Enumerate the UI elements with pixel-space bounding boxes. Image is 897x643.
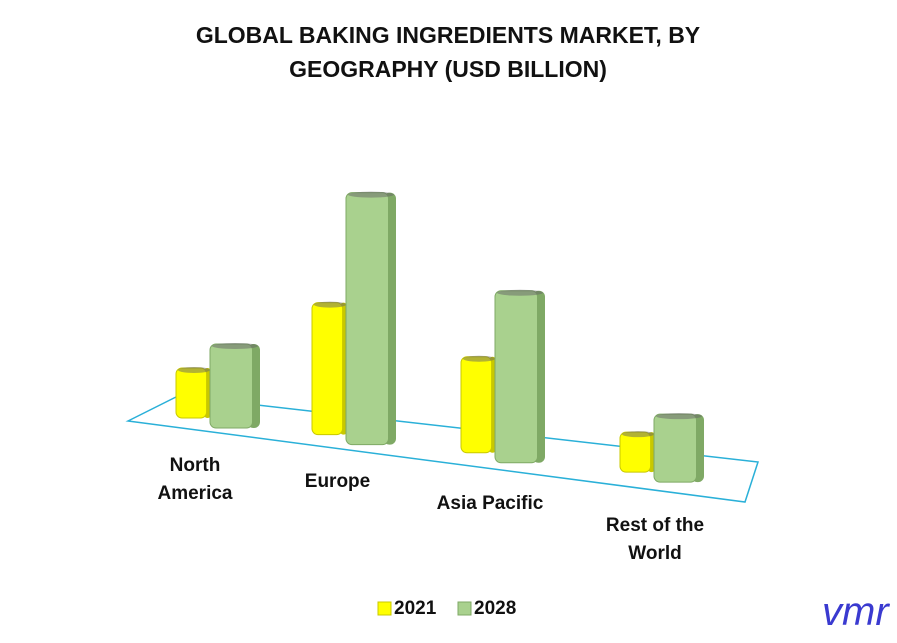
bar-top xyxy=(622,431,654,438)
x-tick-label: Asia Pacific xyxy=(436,493,544,514)
bar xyxy=(653,413,697,483)
bar-top xyxy=(314,301,346,308)
x-tick-label: North America xyxy=(157,455,233,504)
bar-top xyxy=(178,367,210,373)
bar-top xyxy=(656,413,702,420)
chart-title: GLOBAL BAKING INGREDIENTS MARKET, BY GEO… xyxy=(195,22,701,82)
x-tick-label: Europe xyxy=(304,471,371,492)
bar xyxy=(311,302,344,436)
legend-swatch xyxy=(457,601,472,616)
bar-top xyxy=(348,191,394,198)
legend-label: 2021 xyxy=(394,598,437,619)
legend-label: 2028 xyxy=(474,598,517,619)
bar xyxy=(460,356,493,454)
bar xyxy=(494,290,538,464)
bar xyxy=(619,431,652,473)
legend-swatch xyxy=(377,601,392,616)
bar-top xyxy=(212,343,258,350)
floor xyxy=(125,395,759,503)
bar-top xyxy=(497,289,543,296)
x-tick-label: Rest of the World xyxy=(605,515,705,564)
bar xyxy=(209,343,253,429)
bar xyxy=(175,367,208,419)
bar xyxy=(345,192,389,446)
bar-top xyxy=(463,355,495,362)
logo: vmr xyxy=(822,590,889,634)
